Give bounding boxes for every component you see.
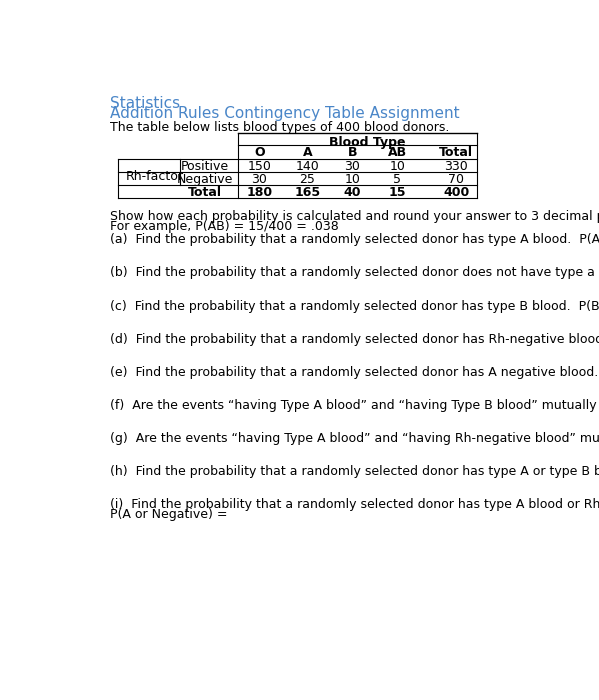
Text: (f)  Are the events “having Type A blood” and “having Type B blood” mutually exc: (f) Are the events “having Type A blood”… xyxy=(110,399,599,412)
Text: Show how each probability is calculated and round your answer to 3 decimal place: Show how each probability is calculated … xyxy=(110,209,599,223)
Text: 40: 40 xyxy=(344,186,361,200)
Text: (i)  Find the probability that a randomly selected donor has type A blood or Rh-: (i) Find the probability that a randomly… xyxy=(110,498,599,511)
Text: 165: 165 xyxy=(294,186,320,200)
Text: Addition Rules Contingency Table Assignment: Addition Rules Contingency Table Assignm… xyxy=(110,106,459,121)
Text: 180: 180 xyxy=(246,186,273,200)
Text: 330: 330 xyxy=(444,160,468,173)
Text: 5: 5 xyxy=(394,174,401,186)
Text: (a)  Find the probability that a randomly selected donor has type A blood.  P(A): (a) Find the probability that a randomly… xyxy=(110,233,599,246)
Text: B: B xyxy=(347,146,357,160)
Text: 15: 15 xyxy=(389,186,406,200)
Text: (b)  Find the probability that a randomly selected donor does not have type a bl: (b) Find the probability that a randomly… xyxy=(110,267,599,279)
Text: P(A or Negative) =: P(A or Negative) = xyxy=(110,508,227,522)
Text: Blood Type: Blood Type xyxy=(329,136,406,149)
Text: For example, P(AB) = 15/400 = .038: For example, P(AB) = 15/400 = .038 xyxy=(110,220,338,232)
Text: O: O xyxy=(254,146,265,160)
Text: (c)  Find the probability that a randomly selected donor has type B blood.  P(B): (c) Find the probability that a randomly… xyxy=(110,300,599,313)
Text: (g)  Are the events “having Type A blood” and “having Rh-negative blood” mutuall: (g) Are the events “having Type A blood”… xyxy=(110,432,599,445)
Text: 140: 140 xyxy=(295,160,319,173)
Text: Negative: Negative xyxy=(177,174,233,186)
Text: AB: AB xyxy=(388,146,407,160)
Text: 30: 30 xyxy=(252,174,267,186)
Text: 150: 150 xyxy=(247,160,271,173)
Text: Statistics: Statistics xyxy=(110,95,180,111)
Text: 10: 10 xyxy=(389,160,405,173)
Text: (d)  Find the probability that a randomly selected donor has Rh-negative blood. : (d) Find the probability that a randomly… xyxy=(110,332,599,346)
Text: A: A xyxy=(302,146,312,160)
Text: Total: Total xyxy=(439,146,473,160)
Text: 10: 10 xyxy=(344,174,360,186)
Text: (h)  Find the probability that a randomly selected donor has type A or type B bl: (h) Find the probability that a randomly… xyxy=(110,466,599,478)
Text: Total: Total xyxy=(188,186,222,200)
Text: 70: 70 xyxy=(448,174,464,186)
Text: 400: 400 xyxy=(443,186,469,200)
Text: The table below lists blood types of 400 blood donors.: The table below lists blood types of 400… xyxy=(110,121,449,134)
Text: 25: 25 xyxy=(300,174,315,186)
Text: (e)  Find the probability that a randomly selected donor has A negative blood.  : (e) Find the probability that a randomly… xyxy=(110,366,599,379)
Text: Positive: Positive xyxy=(181,160,229,173)
Text: 30: 30 xyxy=(344,160,360,173)
Text: Rh-factor: Rh-factor xyxy=(126,170,184,183)
